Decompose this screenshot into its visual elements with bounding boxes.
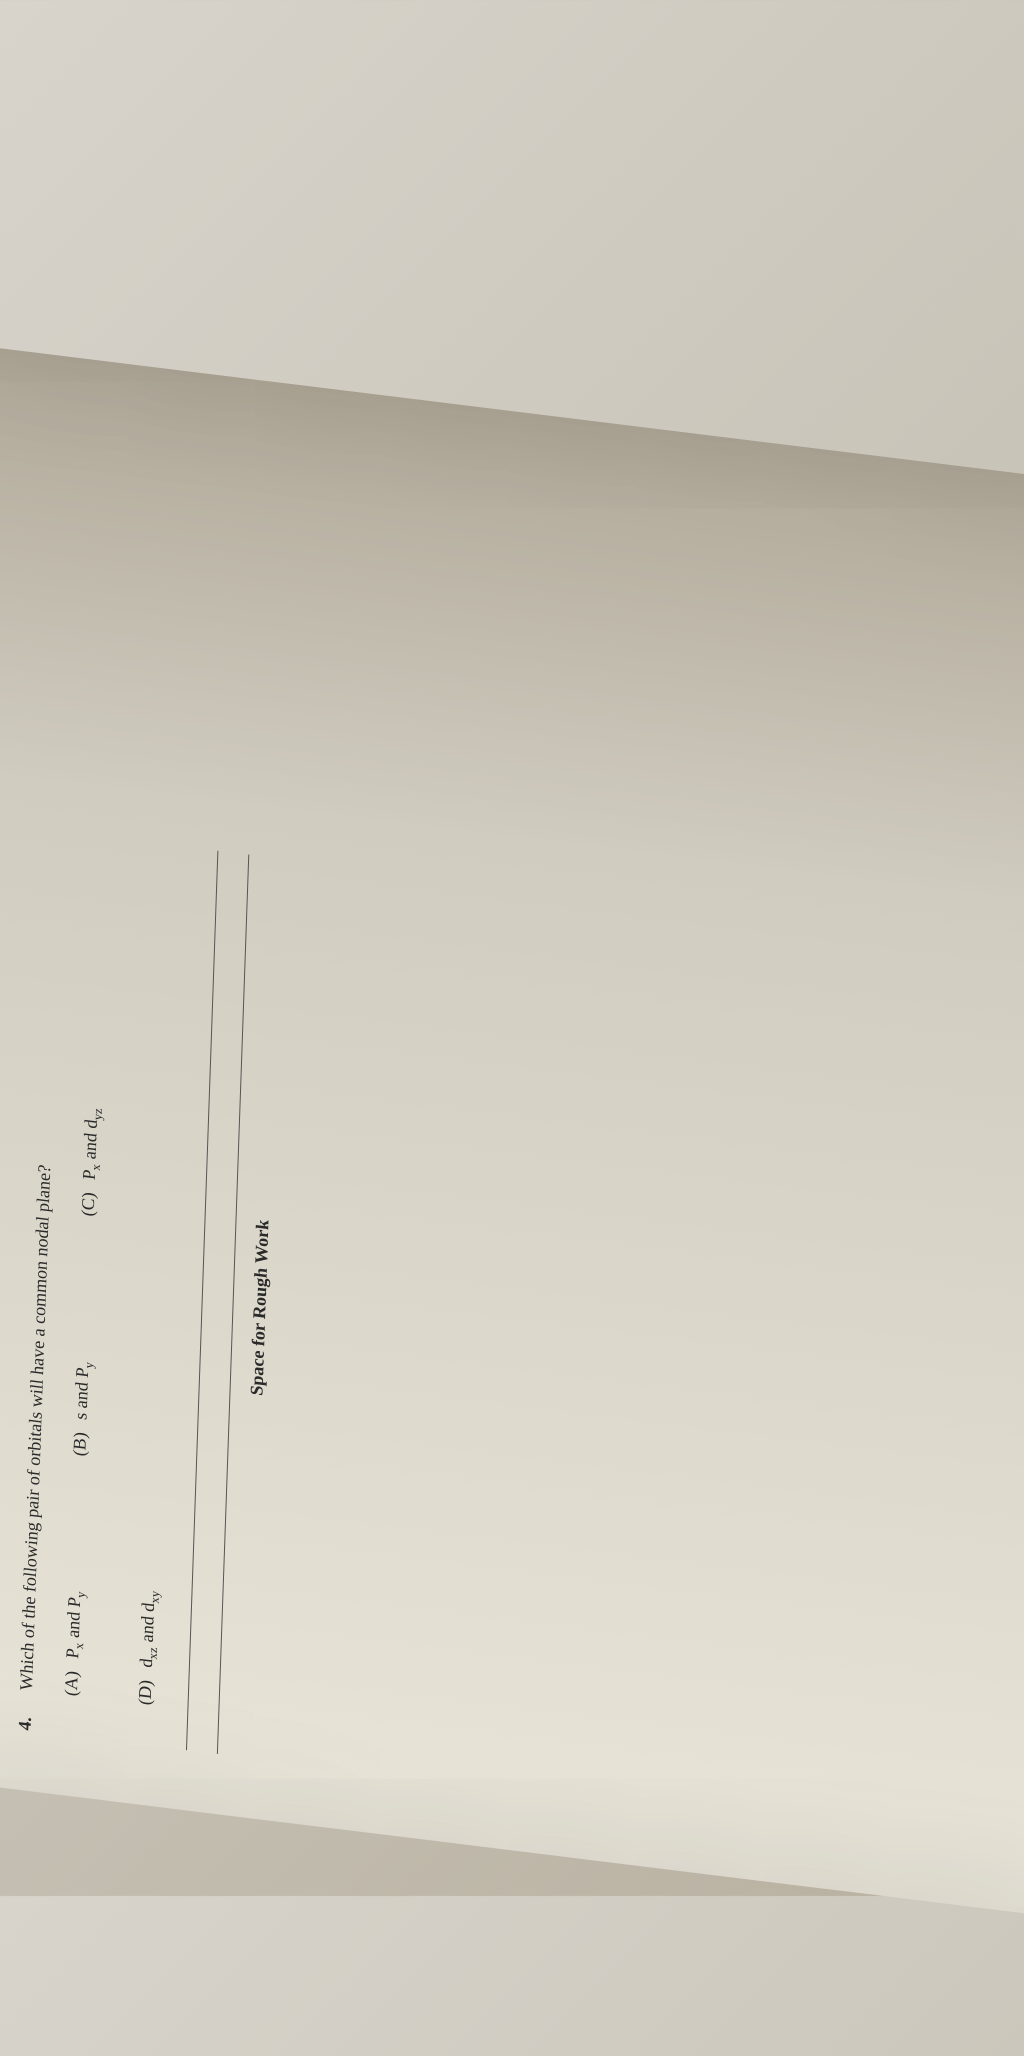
q4-option-d: (D) dxz and dxy [129,1523,169,1707]
q4-opt-d-label: (D) [135,1679,156,1706]
q4-number: 4. [9,1704,162,1748]
q4-opt-c-text: Px and dyz [79,1107,101,1182]
q4-option-a: (A) Px and Py [55,1514,95,1698]
q4-opt-a-text: Px and Py [62,1590,84,1660]
q4-opt-c-label: (C) [78,1191,99,1217]
page-wrapper: dimensional formula sheet. to the follow… [0,259,1024,2016]
q4-option-b: (B) s and Py [63,1275,103,1459]
q4-option-c: (C) Px and dyz [72,1035,112,1219]
q3-options: (A) Hydrogen (B) Helium (C) Lithium (D) … [0,813,16,1685]
divider-bottom [187,851,219,1751]
rough-work-heading: Space for Rough Work [218,855,293,1760]
q3-body: Which of the following element will have… [0,808,16,1686]
content-area: to the following marking scheme : Full M… [0,742,292,1760]
q4-options: (A) Px and Py (B) s and Py (C) Px and dy… [55,835,193,1708]
q4-opt-b-label: (B) [69,1431,90,1457]
q4-opt-a-label: (A) [61,1670,82,1697]
q4-opt-b-text: s and Py [71,1360,93,1421]
q4-body: Which of the following pair of orbitals … [11,829,193,1707]
q4-opt-d-text: dxz and dxy [136,1589,159,1669]
question-4: 4. Which of the following pair of orbita… [9,829,193,1747]
